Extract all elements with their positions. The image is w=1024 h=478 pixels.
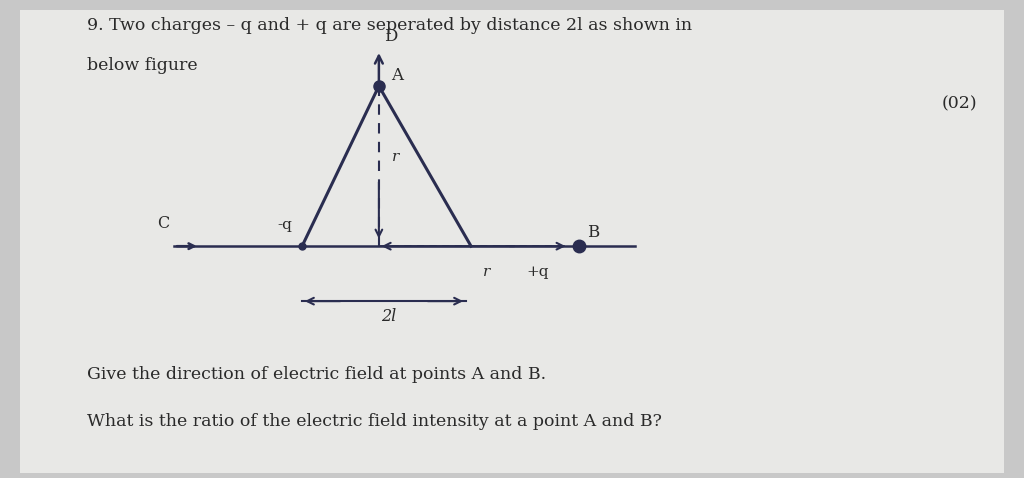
FancyBboxPatch shape [20, 10, 1004, 473]
Text: below figure: below figure [87, 57, 198, 75]
Text: 2l: 2l [382, 308, 396, 326]
Text: +q: +q [526, 265, 549, 279]
Text: (02): (02) [942, 96, 978, 113]
Text: 9. Two charges – q and + q are seperated by distance 2l as shown in: 9. Two charges – q and + q are seperated… [87, 17, 692, 34]
Text: B: B [587, 224, 599, 241]
Text: -q: -q [276, 218, 292, 232]
Text: C: C [157, 215, 169, 232]
Text: What is the ratio of the electric field intensity at a point A and B?: What is the ratio of the electric field … [87, 413, 662, 431]
Text: D: D [384, 28, 397, 45]
Text: r: r [392, 150, 399, 163]
Text: Give the direction of electric field at points A and B.: Give the direction of electric field at … [87, 366, 546, 383]
Text: A: A [391, 66, 403, 84]
Text: r: r [482, 265, 490, 279]
